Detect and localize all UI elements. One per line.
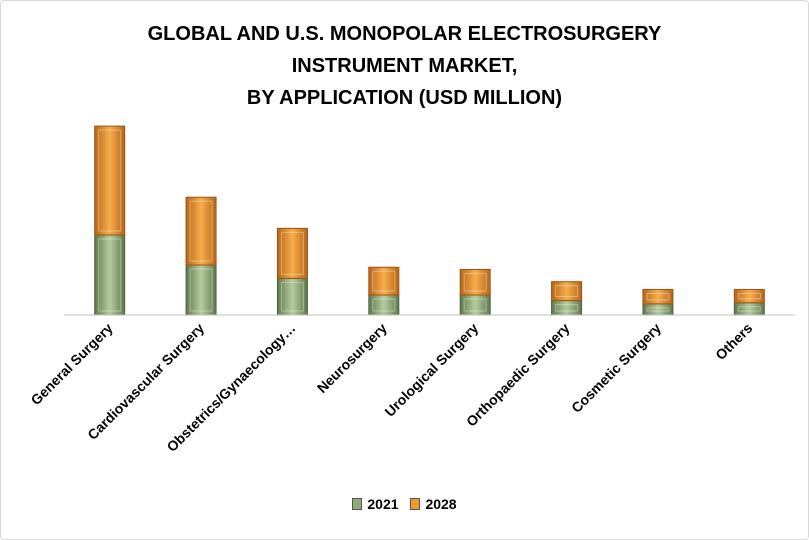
bar-2028-0 [94, 125, 126, 236]
bar-bevel-2021-0 [98, 238, 122, 312]
bar-bevel-2028-2 [280, 231, 304, 275]
bar-bevel-2021-2 [280, 281, 304, 312]
chart-title-line-3: BY APPLICATION (USD MILLION) [246, 87, 563, 109]
category-label-4: Urological Surgery [381, 320, 481, 420]
category-label-7: Others [712, 320, 755, 363]
bar-2028-3 [368, 266, 400, 296]
legend-item-2028: 2028 [410, 496, 457, 512]
legend-item-2021: 2021 [352, 496, 399, 512]
bar-bevel-2021-6 [646, 307, 670, 312]
bar-bevel-2021-5 [555, 304, 579, 312]
bar-bevel-2021-7 [737, 306, 761, 312]
legend-label-2028: 2028 [425, 496, 457, 512]
bar-2028-7 [733, 288, 765, 304]
bar-2028-6 [642, 288, 674, 305]
chart-title-line-1: GLOBAL AND U.S. MONOPOLAR ELECTROSURGERY [147, 23, 662, 45]
category-label-6: Cosmetic Surgery [568, 320, 664, 416]
category-label-0: General Surgery [27, 320, 115, 408]
bar-bevel-2028-0 [98, 129, 122, 232]
bar-bevel-2028-6 [646, 292, 670, 301]
category-label-5: Orthopaedic Surgery [463, 320, 573, 430]
bar-2028-5 [551, 281, 583, 302]
bar-bevel-2021-4 [463, 298, 487, 312]
bar-bevel-2028-7 [737, 292, 761, 300]
bar-bevel-2021-1 [189, 268, 213, 312]
bar-bevel-2028-4 [463, 272, 487, 292]
bar-2021-2 [276, 277, 308, 316]
bar-bevel-2028-5 [555, 285, 579, 298]
chart-legend: 2021 2028 [0, 496, 809, 513]
bar-2028-4 [459, 268, 491, 296]
bar-bevel-2028-3 [372, 270, 396, 292]
chart-title: GLOBAL AND U.S. MONOPOLAR ELECTROSURGERY… [0, 18, 809, 114]
legend-swatch-2021 [352, 498, 363, 510]
legend-swatch-2028 [410, 498, 421, 510]
bar-bevel-2021-3 [372, 298, 396, 312]
bar-2028-2 [276, 227, 308, 279]
bar-bevel-2028-1 [189, 200, 213, 262]
legend-label-2021: 2021 [367, 496, 399, 512]
bar-2028-1 [185, 196, 217, 266]
category-label-3: Neurosurgery [314, 320, 390, 396]
chart-title-line-2: INSTRUMENT MARKET, [291, 55, 518, 77]
